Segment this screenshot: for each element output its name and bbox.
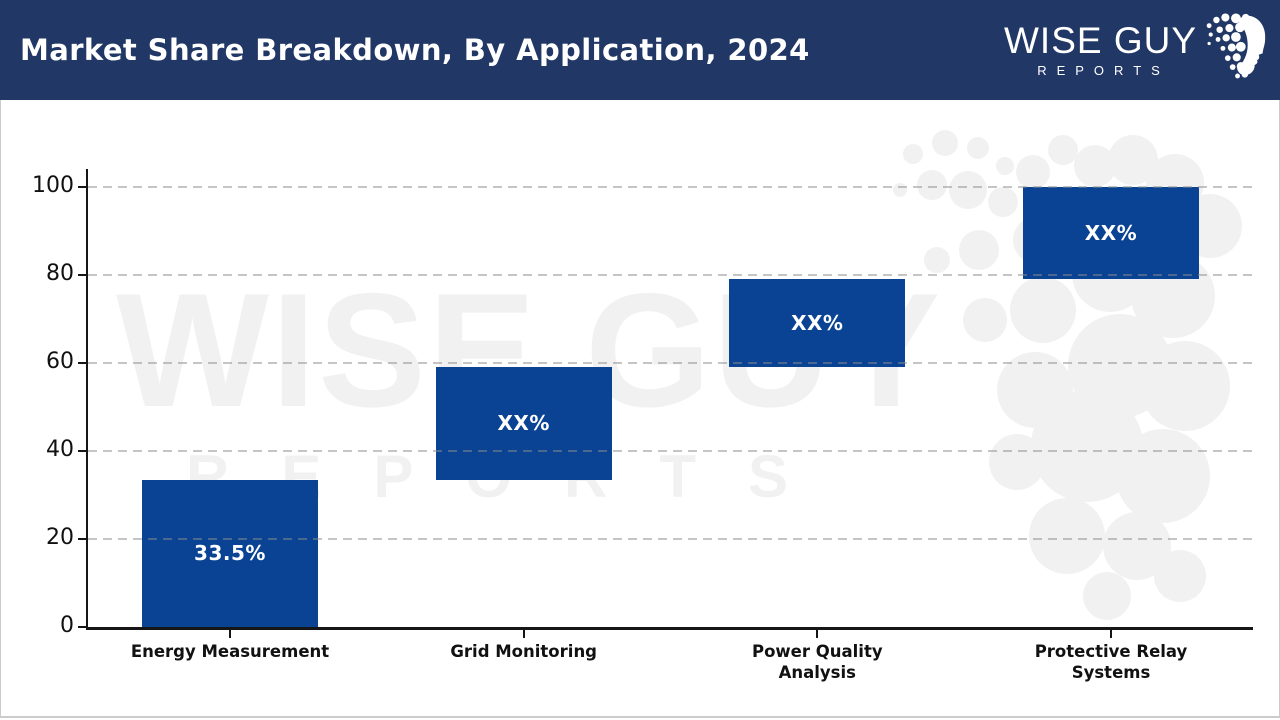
y-tick-mark — [78, 186, 86, 188]
bar-power-quality-analysis: XX% — [729, 279, 906, 368]
x-tick-mark — [816, 630, 819, 638]
y-tick-label: 100 — [32, 173, 74, 198]
y-tick-label: 60 — [46, 349, 74, 374]
header-bar: Market Share Breakdown, By Application, … — [0, 0, 1280, 100]
gridline-80 — [88, 274, 1253, 276]
chart-title: Market Share Breakdown, By Application, … — [20, 33, 810, 67]
gridline-20 — [88, 538, 1253, 540]
x-tick-label-line: Energy Measurement — [130, 642, 330, 661]
x-tick-mark — [229, 630, 231, 638]
brand-logo-line1: WISE GUY — [1004, 20, 1198, 62]
y-tick-mark — [78, 362, 86, 364]
brand-logo-text: WISE GUY REPORTS — [1004, 20, 1198, 78]
x-tick-label-grid-monitoring: Grid Monitoring — [394, 641, 654, 662]
brand-logo: WISE GUY REPORTS — [1004, 6, 1266, 94]
x-tick-label-power-quality-analysis: Power Quality Analysis — [687, 641, 947, 683]
bar-energy-measurement: 33.5% — [142, 479, 318, 627]
brand-face-icon — [1206, 13, 1266, 79]
y-tick-label: 40 — [46, 437, 74, 462]
y-tick-mark — [78, 626, 86, 628]
bar-value-label: XX% — [1084, 221, 1138, 246]
x-tick-label-energy-measurement: Energy Measurement — [100, 641, 360, 662]
y-tick-mark — [78, 538, 86, 540]
gridline-100 — [88, 186, 1253, 188]
x-tick-label-protective-relay-systems: Protective Relay Systems — [981, 641, 1241, 683]
x-tick-mark — [1110, 630, 1112, 638]
y-tick-label: 0 — [60, 613, 74, 638]
y-axis — [86, 169, 88, 630]
x-tick-label-line: Systems — [1071, 663, 1151, 683]
plot-area: 0 20 40 60 80 100 33.5% XX% XX% XX% Energy Measure… — [0, 100, 1280, 720]
bar-protective-relay-systems: XX% — [1023, 187, 1199, 280]
bar-value-label: XX% — [791, 311, 844, 336]
x-tick-mark — [522, 630, 525, 638]
x-axis — [86, 627, 1253, 630]
bar-value-label: 33.5% — [194, 541, 266, 566]
gridline-40 — [88, 450, 1253, 452]
bar-grid-monitoring: XX% — [435, 367, 612, 480]
x-tick-label-line: Analysis — [778, 663, 856, 683]
x-tick-label-line: Grid Monitoring — [450, 642, 597, 661]
y-tick-label: 80 — [46, 261, 74, 286]
gridline-60 — [88, 362, 1253, 364]
y-tick-mark — [78, 450, 86, 452]
brand-logo-line2: REPORTS — [1037, 62, 1170, 78]
x-tick-label-line: Protective Relay — [1034, 642, 1188, 661]
bar-value-label: XX% — [497, 411, 550, 436]
y-tick-label: 20 — [46, 525, 74, 550]
x-tick-label-line: Power Quality — [751, 642, 883, 661]
y-tick-mark — [78, 274, 86, 276]
